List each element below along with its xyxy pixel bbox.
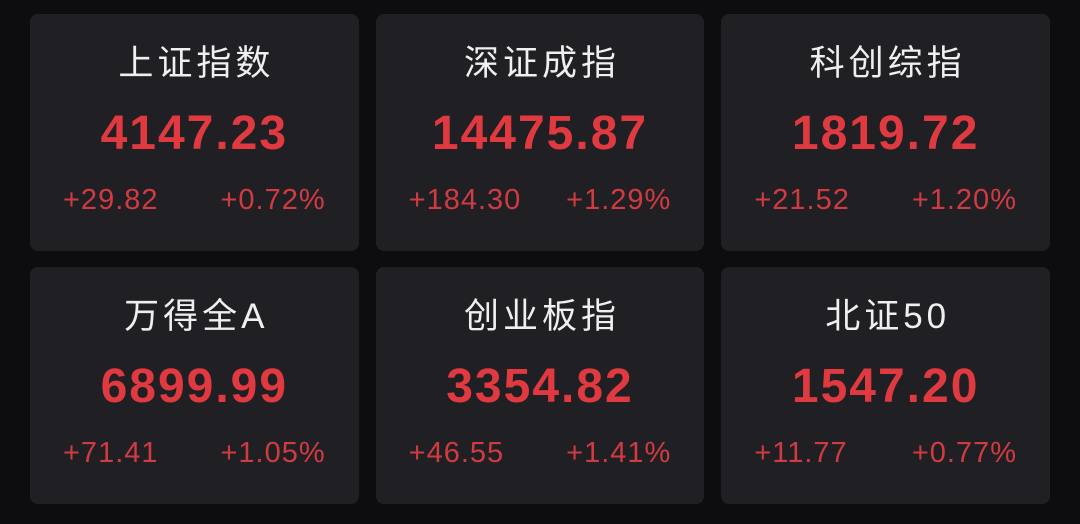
index-price: 1547.20 <box>791 360 980 414</box>
index-name: 上证指数 <box>118 44 275 83</box>
index-change-percent: +1.05% <box>220 437 326 470</box>
index-card-shanghai-composite[interactable]: 上证指数 4147.23 +29.82 +0.72% <box>30 14 359 251</box>
index-change-row: +29.82 +0.72% <box>30 184 359 217</box>
index-price: 14475.87 <box>431 107 649 161</box>
index-change-row: +71.41 +1.05% <box>30 437 359 470</box>
index-card-shenzhen-component[interactable]: 深证成指 14475.87 +184.30 +1.29% <box>375 14 705 251</box>
index-price: 4147.23 <box>100 107 289 161</box>
index-change-value: +21.52 <box>754 184 850 217</box>
index-card-wind-all-a[interactable]: 万得全A 6899.99 +71.41 +1.05% <box>30 267 359 504</box>
index-price: 1819.72 <box>791 107 980 161</box>
index-name: 创业板指 <box>463 297 620 336</box>
index-card-chinext[interactable]: 创业板指 3354.82 +46.55 +1.41% <box>375 267 705 504</box>
index-change-row: +46.55 +1.41% <box>376 437 705 470</box>
index-card-bse-50[interactable]: 北证50 1547.20 +11.77 +0.77% <box>721 267 1050 504</box>
index-change-percent: +0.77% <box>911 437 1017 470</box>
index-change-value: +29.82 <box>63 184 159 217</box>
index-price: 3354.82 <box>446 360 634 414</box>
index-change-percent: +1.20% <box>911 184 1017 217</box>
index-change-value: +11.77 <box>754 437 848 470</box>
index-name: 北证50 <box>825 297 951 336</box>
index-change-row: +184.30 +1.29% <box>376 184 705 217</box>
index-name: 万得全A <box>124 297 269 336</box>
index-name: 科创综指 <box>809 44 966 83</box>
index-change-row: +21.52 +1.20% <box>721 184 1050 217</box>
index-card-star-composite[interactable]: 科创综指 1819.72 +21.52 +1.20% <box>721 14 1050 251</box>
index-name: 深证成指 <box>463 44 620 83</box>
index-change-value: +71.41 <box>63 437 159 470</box>
index-price: 6899.99 <box>100 360 289 414</box>
index-change-row: +11.77 +0.77% <box>721 437 1050 470</box>
index-change-value: +184.30 <box>408 184 522 217</box>
index-change-percent: +1.29% <box>566 184 672 217</box>
index-change-percent: +1.41% <box>566 437 672 470</box>
index-change-percent: +0.72% <box>220 184 326 217</box>
index-change-value: +46.55 <box>408 437 505 470</box>
